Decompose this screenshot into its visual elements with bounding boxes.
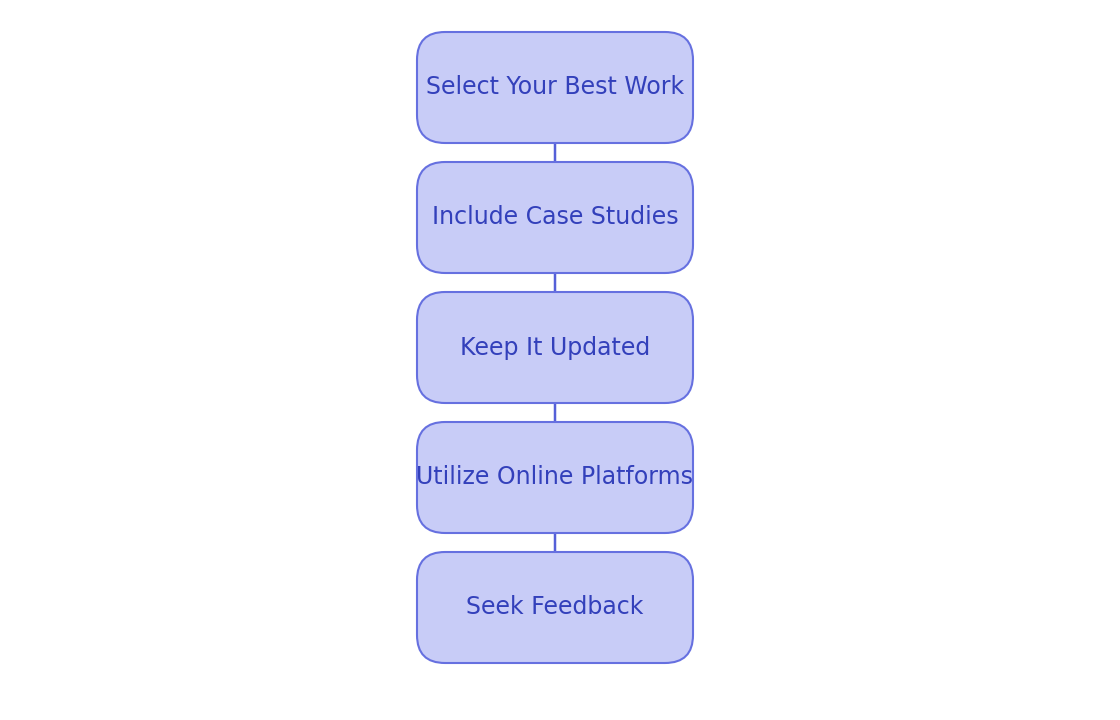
Text: Include Case Studies: Include Case Studies: [431, 205, 679, 230]
Text: Utilize Online Platforms: Utilize Online Platforms: [417, 466, 693, 490]
FancyBboxPatch shape: [417, 292, 693, 403]
FancyBboxPatch shape: [417, 162, 693, 273]
Text: Keep It Updated: Keep It Updated: [460, 336, 650, 359]
Text: Select Your Best Work: Select Your Best Work: [426, 76, 684, 99]
Text: Seek Feedback: Seek Feedback: [466, 595, 644, 619]
FancyBboxPatch shape: [417, 552, 693, 663]
FancyBboxPatch shape: [417, 422, 693, 533]
FancyBboxPatch shape: [417, 32, 693, 143]
